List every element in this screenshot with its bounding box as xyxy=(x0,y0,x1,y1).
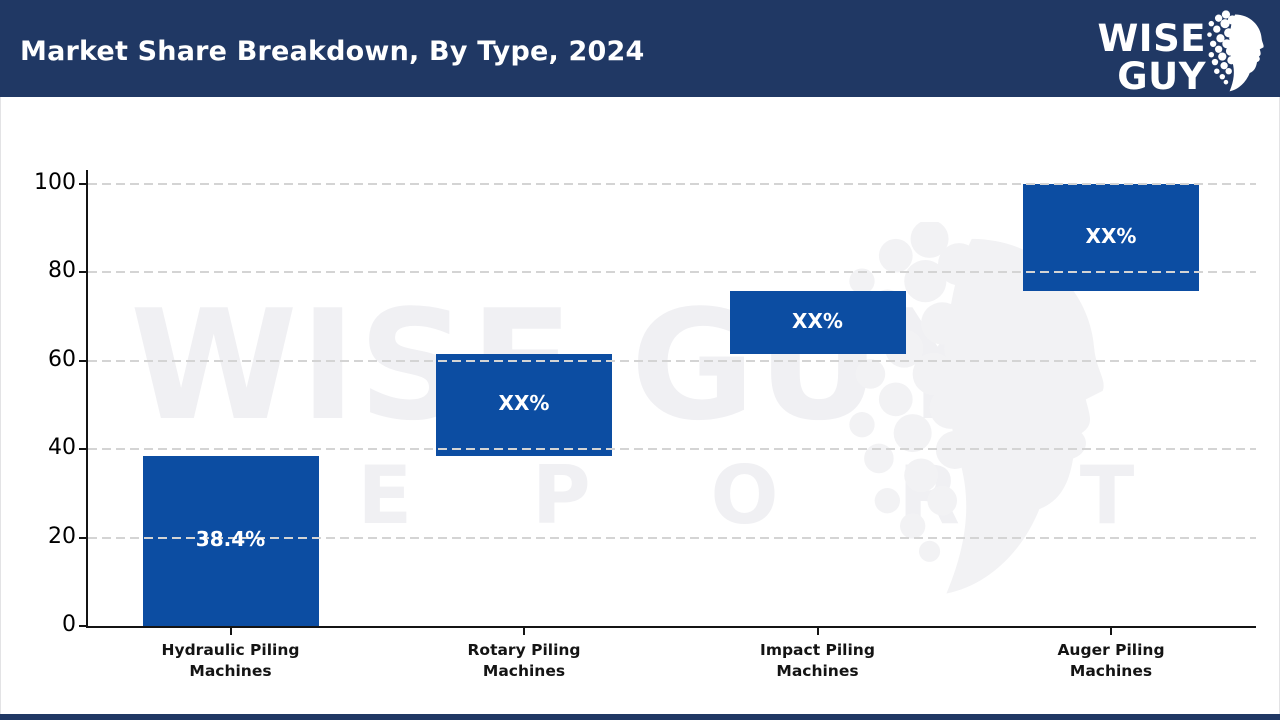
x-category-label-line2: Machines xyxy=(482,661,566,680)
wise-guy-logo: WISE GUY R E P O R T S xyxy=(1000,4,1270,114)
x-tick-mark xyxy=(1110,628,1112,635)
footer-band xyxy=(0,714,1280,720)
logo-text: WISE GUY R E P O R T S xyxy=(1000,17,1206,115)
y-tick-label: 40 xyxy=(48,435,76,461)
x-category-label-line1: Rotary Piling xyxy=(467,641,581,659)
logo-subtitle: R E P O R T S xyxy=(1050,98,1204,114)
y-tick-mark xyxy=(79,183,86,185)
x-category-label: Auger Piling Machines xyxy=(981,640,1241,681)
x-category-label: Rotary Piling Machines xyxy=(394,640,654,681)
y-tick-mark xyxy=(79,448,86,451)
y-tick-label: 0 xyxy=(62,612,76,637)
bar-value-label: XX% xyxy=(1085,223,1137,248)
x-axis-line xyxy=(86,626,1256,628)
bar-value-label: XX% xyxy=(792,308,843,333)
y-tick-label: 20 xyxy=(48,523,76,549)
y-tick-mark xyxy=(79,359,86,362)
y-tick-label: 80 xyxy=(48,258,76,284)
bar-value-label: 38.4% xyxy=(195,527,266,552)
gridline xyxy=(88,359,1256,362)
bar xyxy=(436,354,612,457)
bar-value-label: XX% xyxy=(498,391,550,416)
x-category-label-line1: Impact Piling xyxy=(760,641,875,659)
gridline xyxy=(88,448,1256,451)
logo-wordmark: WISE GUY xyxy=(1097,17,1206,98)
x-tick-mark xyxy=(229,628,232,635)
x-category-label: Hydraulic Piling Machines xyxy=(101,640,361,681)
x-tick-mark xyxy=(816,628,819,635)
x-category-label-line2: Machines xyxy=(1069,661,1153,680)
y-tick-mark xyxy=(79,271,86,274)
y-tick-mark xyxy=(79,625,86,627)
x-tick-mark xyxy=(523,628,525,635)
gridline xyxy=(88,183,1256,185)
x-category-label-line2: Machines xyxy=(776,661,859,680)
x-category-label-line1: Auger Piling xyxy=(1057,641,1165,659)
header-band: Market Share Breakdown, By Type, 2024 WI… xyxy=(0,0,1280,114)
gridline xyxy=(88,271,1256,274)
bar xyxy=(142,456,319,626)
x-category-label-line1: Hydraulic Piling xyxy=(161,641,300,659)
dotted-head-icon xyxy=(1207,10,1264,92)
y-tick-label: 60 xyxy=(48,346,76,372)
y-tick-mark xyxy=(79,536,86,539)
y-axis-line xyxy=(86,170,88,628)
x-category-label-line2: Machines xyxy=(189,661,272,680)
y-tick-label: 100 xyxy=(34,170,76,195)
gridline xyxy=(88,536,1256,539)
x-category-label: Impact Piling Machines xyxy=(688,640,948,681)
page-title: Market Share Breakdown, By Type, 2024 xyxy=(20,36,645,67)
